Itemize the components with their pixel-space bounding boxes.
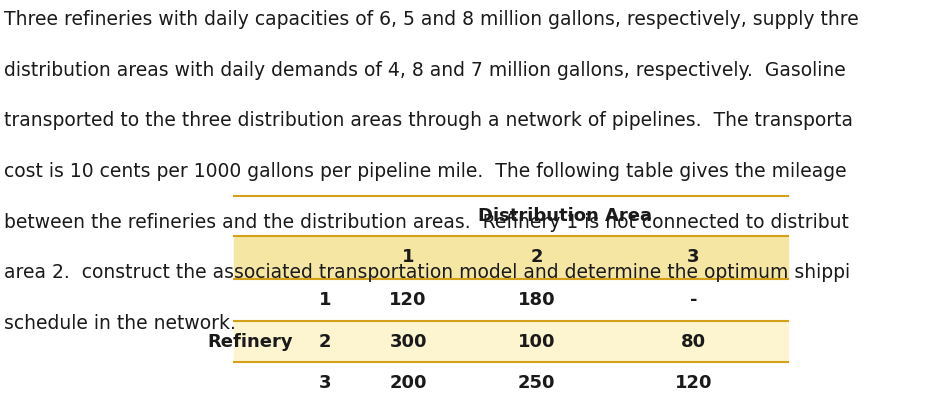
Text: schedule in the network.: schedule in the network. (4, 314, 236, 333)
Text: -: - (690, 291, 698, 309)
Bar (233, 279, 789, 321)
Text: between the refineries and the distribution areas.  Refinery 1 is not connected : between the refineries and the distribut… (4, 213, 849, 232)
Bar (233, 321, 789, 362)
Text: 180: 180 (518, 291, 555, 309)
Text: 2: 2 (319, 333, 331, 350)
Text: Three refineries with daily capacities of 6, 5 and 8 million gallons, respective: Three refineries with daily capacities o… (4, 10, 858, 29)
Text: 1: 1 (402, 248, 415, 267)
Text: 100: 100 (518, 333, 555, 350)
Text: 120: 120 (390, 291, 427, 309)
Text: 250: 250 (518, 374, 555, 392)
Text: Distribution Area: Distribution Area (478, 207, 652, 225)
Text: 3: 3 (319, 374, 331, 392)
Text: 2: 2 (531, 248, 543, 267)
Text: Refinery: Refinery (207, 333, 293, 350)
Text: 3: 3 (687, 248, 699, 267)
Text: cost is 10 cents per 1000 gallons per pipeline mile.  The following table gives : cost is 10 cents per 1000 gallons per pi… (4, 162, 846, 181)
Text: distribution areas with daily demands of 4, 8 and 7 million gallons, respectivel: distribution areas with daily demands of… (4, 61, 845, 80)
Bar (233, 196, 789, 236)
Text: 120: 120 (674, 374, 712, 392)
Text: transported to the three distribution areas through a network of pipelines.  The: transported to the three distribution ar… (4, 111, 853, 130)
Text: 200: 200 (390, 374, 427, 392)
Text: 80: 80 (681, 333, 706, 350)
Bar (233, 362, 789, 396)
Text: 300: 300 (390, 333, 427, 350)
Text: 1: 1 (319, 291, 331, 309)
Bar (233, 236, 789, 279)
Text: area 2.  construct the associated transportation model and determine the optimum: area 2. construct the associated transpo… (4, 263, 850, 282)
